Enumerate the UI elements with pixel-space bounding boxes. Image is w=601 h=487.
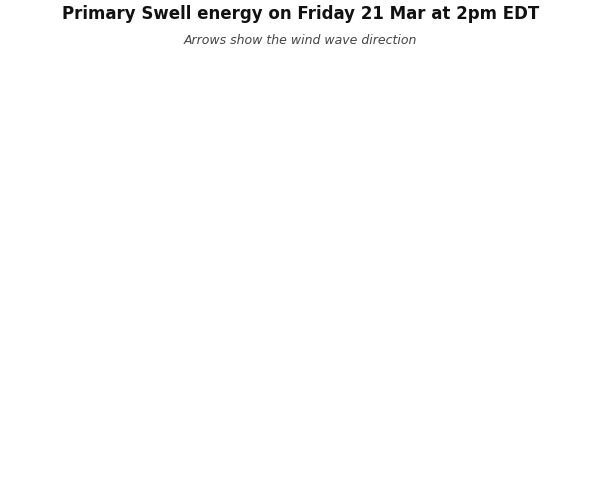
Text: cartopy required: cartopy required bbox=[243, 262, 358, 277]
Text: Arrows show the wind wave direction: Arrows show the wind wave direction bbox=[184, 34, 417, 47]
Text: Primary Swell energy on Friday 21 Mar at 2pm EDT: Primary Swell energy on Friday 21 Mar at… bbox=[62, 5, 539, 23]
